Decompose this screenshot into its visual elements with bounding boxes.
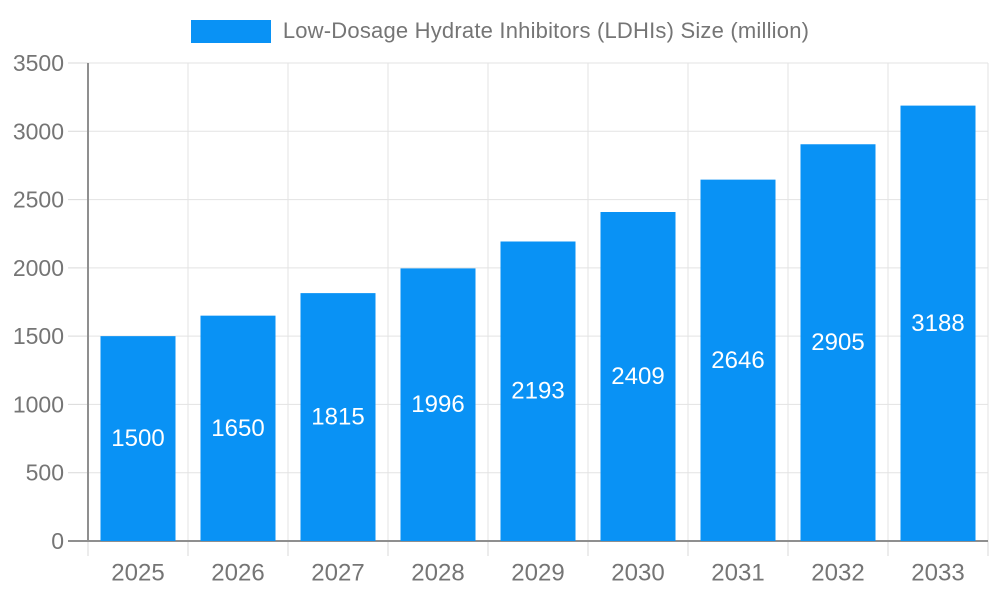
y-axis-label: 1000 <box>13 391 64 417</box>
bar-value-label: 3188 <box>911 310 964 337</box>
x-axis-label: 2028 <box>411 560 464 587</box>
x-axis-label: 2026 <box>211 560 264 587</box>
bar-2025[interactable] <box>100 336 176 541</box>
legend-swatch-icon <box>190 19 271 43</box>
bar-value-label: 2905 <box>811 329 864 356</box>
x-axis-label: 2029 <box>511 560 564 587</box>
bar-2026[interactable] <box>200 315 276 541</box>
x-axis-label: 2031 <box>711 560 764 587</box>
y-axis-label: 3500 <box>13 50 64 76</box>
bar-value-label: 1996 <box>411 391 464 418</box>
bar-2033[interactable] <box>900 105 976 541</box>
x-axis-label: 2025 <box>111 560 164 587</box>
bar-value-label: 2193 <box>511 378 564 405</box>
bar-2027[interactable] <box>300 293 376 541</box>
y-axis-label: 2000 <box>13 255 64 281</box>
x-axis-label: 2027 <box>311 560 364 587</box>
x-axis-label: 2030 <box>611 560 664 587</box>
chart-legend[interactable]: Low-Dosage Hydrate Inhibitors (LDHIs) Si… <box>0 18 1000 44</box>
y-axis-label: 2500 <box>13 187 64 213</box>
x-axis-label: 2032 <box>811 560 864 587</box>
y-axis-label: 500 <box>26 460 64 486</box>
bar-2031[interactable] <box>700 179 776 541</box>
bar-2028[interactable] <box>400 268 476 541</box>
bar-2029[interactable] <box>500 241 576 542</box>
bar-value-label: 2409 <box>611 363 664 390</box>
bar-2030[interactable] <box>600 211 676 541</box>
x-axis-label: 2033 <box>911 560 964 587</box>
legend-label: Low-Dosage Hydrate Inhibitors (LDHIs) Si… <box>282 18 810 43</box>
bar-value-label: 1650 <box>211 415 264 442</box>
y-axis-label: 3000 <box>13 118 64 144</box>
y-axis-label: 0 <box>51 528 64 554</box>
bar-value-label: 2646 <box>711 347 764 374</box>
y-axis-label: 1500 <box>13 323 64 349</box>
bar-value-label: 1815 <box>311 404 364 431</box>
bar-value-label: 1500 <box>111 425 164 452</box>
bar-2032[interactable] <box>800 144 876 541</box>
